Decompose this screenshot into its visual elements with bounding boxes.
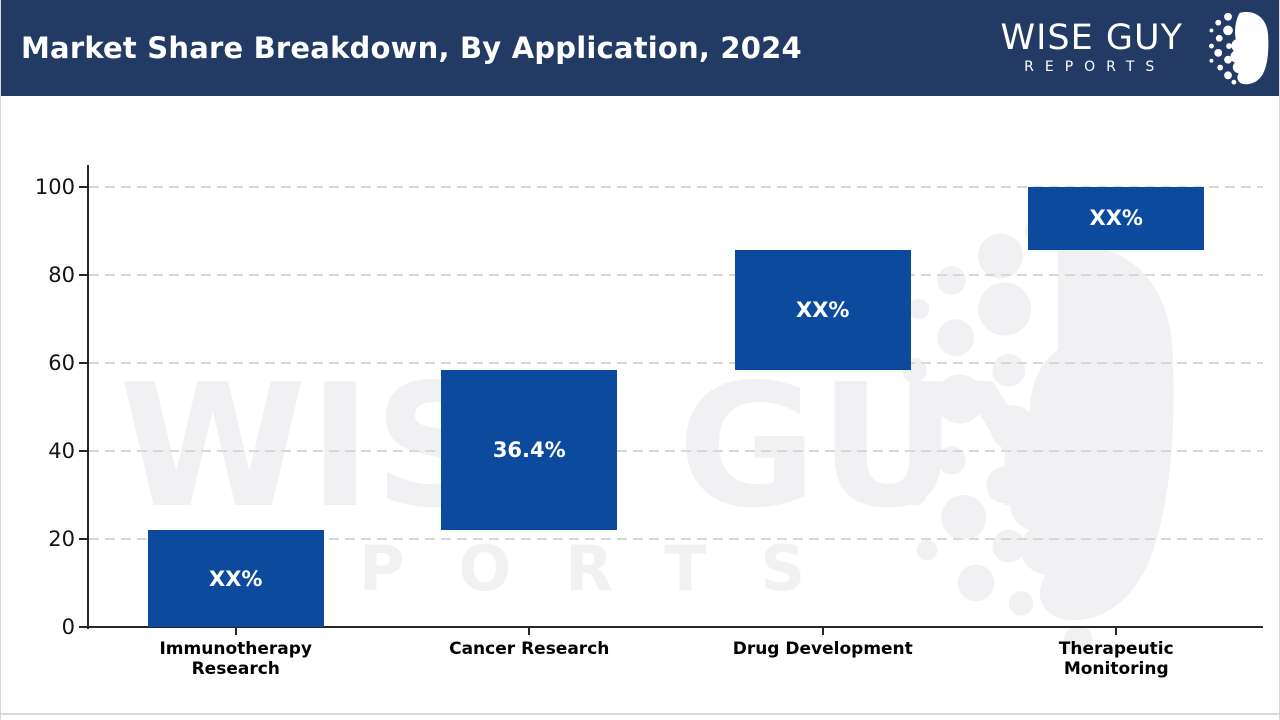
header-bar: Market Share Breakdown, By Application, …: [1, 0, 1279, 96]
gridline: [89, 538, 1263, 540]
x-axis-line: [87, 626, 1263, 628]
bar-segment: XX%: [734, 249, 911, 371]
brand-logo: WISE GUY REPORTS: [1000, 0, 1273, 96]
y-tick-label: 0: [61, 615, 75, 639]
y-tick-mark: [79, 274, 87, 276]
x-tick-label: Therapeutic Monitoring: [1058, 639, 1174, 679]
y-tick-mark: [79, 362, 87, 364]
plot-area: 0 20 40 60 80 100 Immunotherapy Research XX% Can…: [35, 165, 1263, 679]
y-tick-mark: [79, 186, 87, 188]
brand-logo-text: WISE GUY REPORTS: [1000, 18, 1183, 76]
bar-segment: XX%: [147, 530, 324, 627]
bar-value-label: 36.4%: [492, 438, 566, 463]
brand-logo-reports-text: REPORTS: [1024, 59, 1166, 75]
y-tick-mark: [79, 538, 87, 540]
y-tick-label: 40: [48, 439, 75, 463]
gridline: [89, 450, 1263, 452]
brand-logo-wordmark: WISE GUY: [1000, 18, 1183, 58]
gridline: [89, 274, 1263, 276]
gridline: [89, 362, 1263, 364]
bar-value-label: XX%: [1089, 206, 1143, 231]
bar-segment: XX%: [1028, 187, 1205, 250]
y-tick-mark: [79, 626, 87, 628]
y-tick-label: 80: [48, 263, 75, 287]
chart-title: Market Share Breakdown, By Application, …: [21, 31, 802, 65]
y-tick-label: 20: [48, 527, 75, 551]
x-tick-label: Drug Development: [732, 639, 913, 659]
y-tick-label: 100: [34, 175, 75, 199]
x-tick-mark: [528, 628, 531, 635]
x-tick-mark: [234, 628, 237, 635]
x-tick-label: Immunotherapy Research: [159, 639, 312, 679]
y-tick-mark: [79, 450, 87, 452]
bar-segment: 36.4%: [441, 370, 618, 531]
y-axis-line: [87, 165, 89, 629]
brand-logo-face-icon: [1208, 11, 1269, 85]
y-tick-label: 60: [48, 351, 75, 375]
bar-value-label: XX%: [209, 566, 263, 591]
x-tick-mark: [1115, 628, 1118, 635]
x-tick-label: Cancer Research: [449, 639, 610, 659]
x-tick-mark: [821, 628, 824, 635]
bar-value-label: XX%: [796, 297, 850, 322]
bottom-rule: [1, 713, 1279, 715]
gridline: [89, 186, 1263, 188]
